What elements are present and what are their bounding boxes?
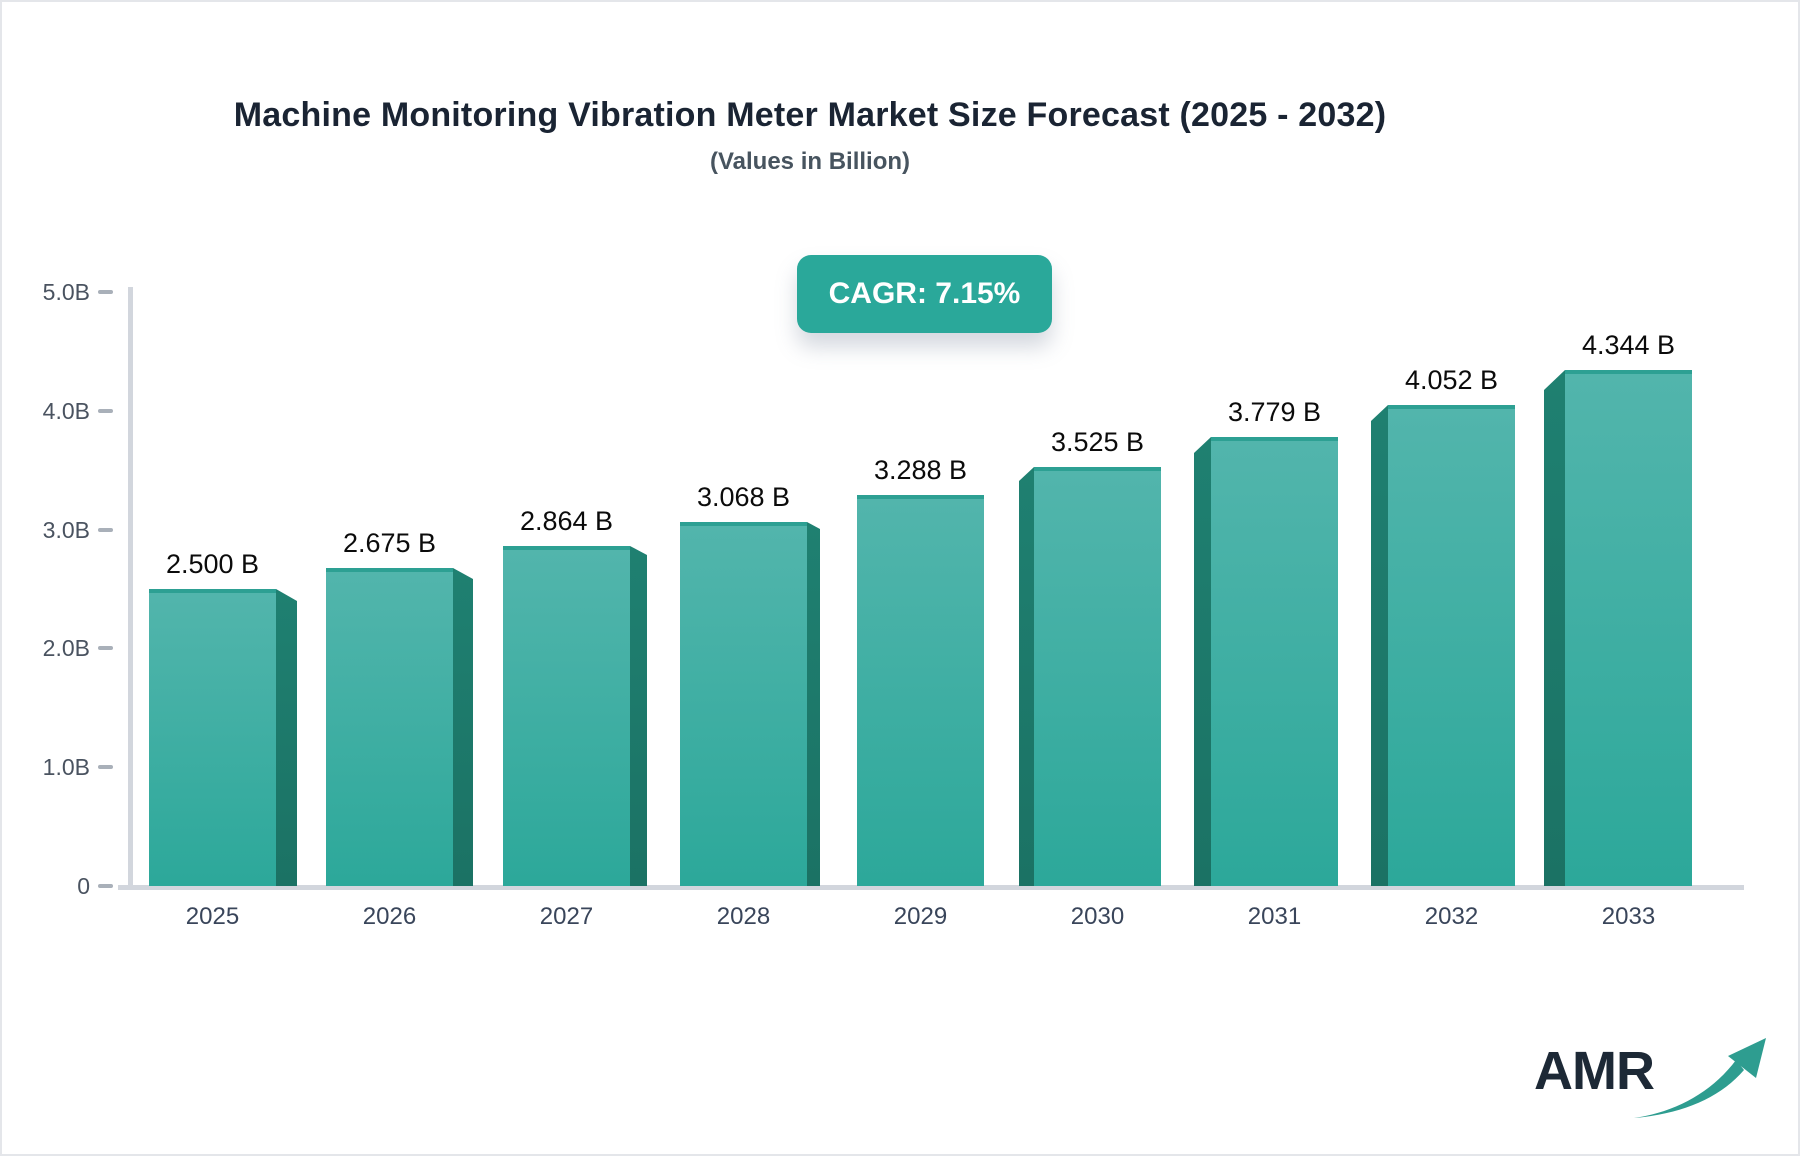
x-axis-label: 2033 [1601, 903, 1656, 930]
chart-subtitle: (Values in Billion) [709, 148, 911, 175]
y-axis-line [128, 287, 133, 890]
y-axis-label: 4.0B [42, 397, 90, 424]
bar-2030 [1034, 467, 1161, 886]
bar-2032 [1388, 405, 1515, 886]
x-axis-label: 2025 [185, 903, 240, 930]
bar-2033-side-face [1544, 370, 1565, 886]
y-axis-label: 3.0B [42, 516, 90, 543]
bar-2026 [326, 568, 453, 886]
amr-logo-text: AMR [1534, 1041, 1655, 1101]
bar-value-label: 3.525 B [1050, 427, 1145, 457]
bar-2027-side-face [630, 546, 647, 886]
y-axis-label: 5.0B [42, 279, 90, 305]
bar-2029 [857, 495, 984, 886]
bar-2030-side-face [1019, 467, 1034, 886]
y-axis-tick [98, 646, 113, 651]
bar-2033 [1565, 370, 1692, 886]
bar-value-label: 2.500 B [165, 549, 260, 579]
y-axis-label: 0 [77, 873, 90, 899]
bar-value-label: 3.779 B [1227, 397, 1322, 427]
bar-2028-side-face [807, 522, 820, 886]
x-axis-line [118, 885, 1744, 890]
chart-title: Machine Monitoring Vibration Meter Marke… [233, 96, 1387, 134]
growth-arrow-icon [1634, 1038, 1766, 1118]
cagr-badge: CAGR: 7.15% [797, 255, 1052, 333]
y-axis-label: 2.0B [42, 635, 90, 662]
y-axis-tick [98, 290, 113, 294]
bar-2031-side-face [1194, 437, 1211, 886]
cagr-badge-label: CAGR: 7.15% [828, 277, 1021, 310]
bar-value-label: 2.675 B [342, 528, 437, 558]
x-axis-label: 2031 [1247, 903, 1302, 930]
x-axis-label: 2032 [1424, 903, 1479, 930]
bar-value-label: 4.344 B [1581, 330, 1676, 360]
bar-value-label: 3.068 B [696, 482, 791, 512]
bar-value-label: 2.864 B [519, 506, 614, 536]
x-axis-label: 2029 [893, 903, 948, 930]
bar-value-label: 4.052 B [1404, 365, 1499, 395]
bar-2027 [503, 546, 630, 886]
bar-2025-side-face [276, 589, 297, 886]
bar-2028 [680, 522, 807, 886]
x-axis-label: 2027 [539, 903, 594, 930]
bar-value-label: 3.288 B [873, 455, 968, 485]
y-axis-label: 1.0B [42, 754, 90, 781]
bar-2031 [1211, 437, 1338, 886]
bar-2032-side-face [1371, 405, 1388, 886]
y-axis-tick [98, 408, 113, 413]
amr-logo: AMR [1528, 1032, 1766, 1122]
x-axis-label: 2028 [716, 903, 771, 930]
bar-2026-side-face [453, 568, 473, 886]
y-axis-tick [98, 527, 113, 532]
y-axis-tick [98, 765, 113, 770]
x-axis-label: 2030 [1070, 903, 1125, 930]
x-axis-label: 2026 [362, 903, 417, 930]
bar-2025 [149, 589, 276, 886]
y-axis-tick [98, 884, 113, 888]
